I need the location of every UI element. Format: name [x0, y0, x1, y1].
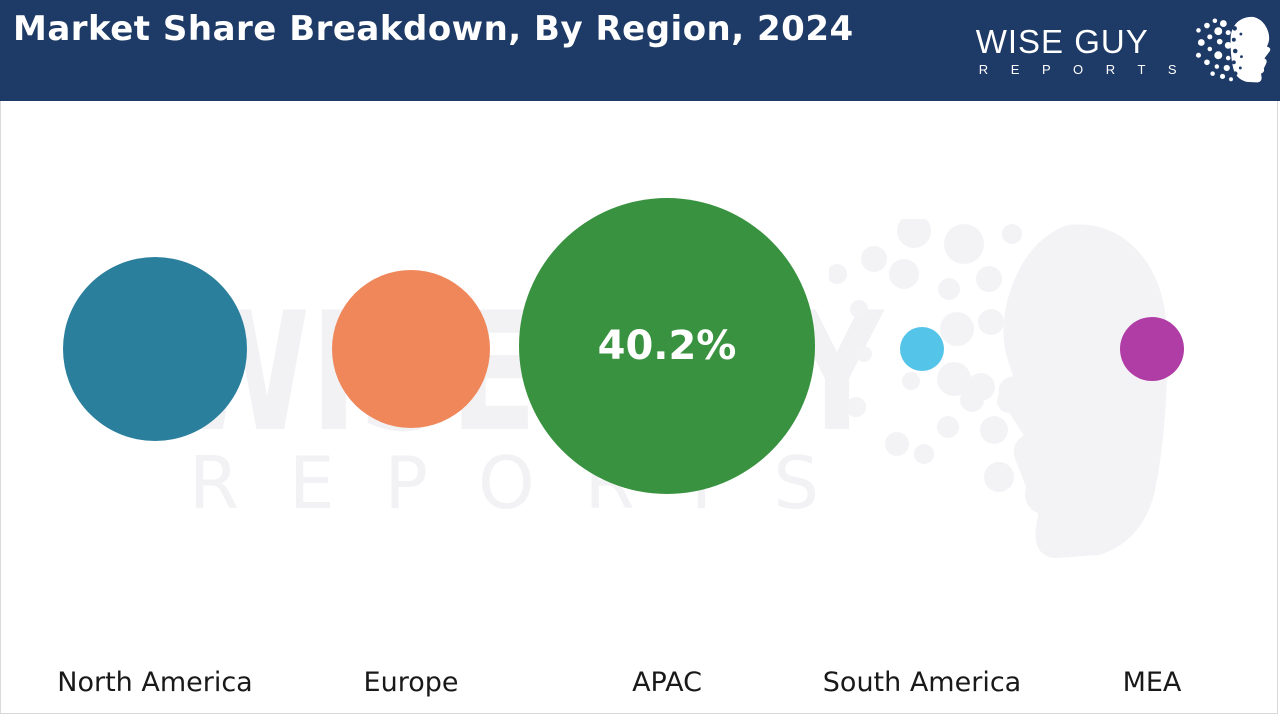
bubble-mea — [1120, 317, 1184, 381]
page-title: Market Share Breakdown, By Region, 2024 — [13, 9, 854, 49]
chart-area: WISE GUY REPORTS 40.2% North AmericaEuro… — [0, 101, 1278, 714]
category-label-mea: MEA — [1122, 667, 1182, 698]
watermark-head-icon — [829, 219, 1168, 558]
brand-head-icon — [1195, 16, 1271, 83]
brand-logo-text: WISE GUY R E P O R T S — [975, 22, 1186, 78]
watermark-subtitle: REPORTS — [189, 441, 870, 525]
category-label-north-america: North America — [57, 667, 253, 698]
bubble-apac: 40.2% — [519, 198, 815, 494]
brand-subtitle: R E P O R T S — [978, 62, 1186, 78]
category-label-apac: APAC — [632, 667, 702, 698]
bubble-north-america — [63, 257, 247, 441]
bubble-europe — [332, 270, 490, 428]
category-label-europe: Europe — [363, 667, 459, 698]
bubble-value-label-apac: 40.2% — [597, 323, 737, 369]
category-label-south-america: South America — [822, 667, 1022, 698]
brand-name: WISE GUY — [975, 22, 1149, 60]
header-bar: Market Share Breakdown, By Region, 2024 … — [0, 0, 1280, 101]
brand-logo: WISE GUY R E P O R T S — [976, 8, 1272, 94]
bubble-south-america — [900, 327, 944, 371]
